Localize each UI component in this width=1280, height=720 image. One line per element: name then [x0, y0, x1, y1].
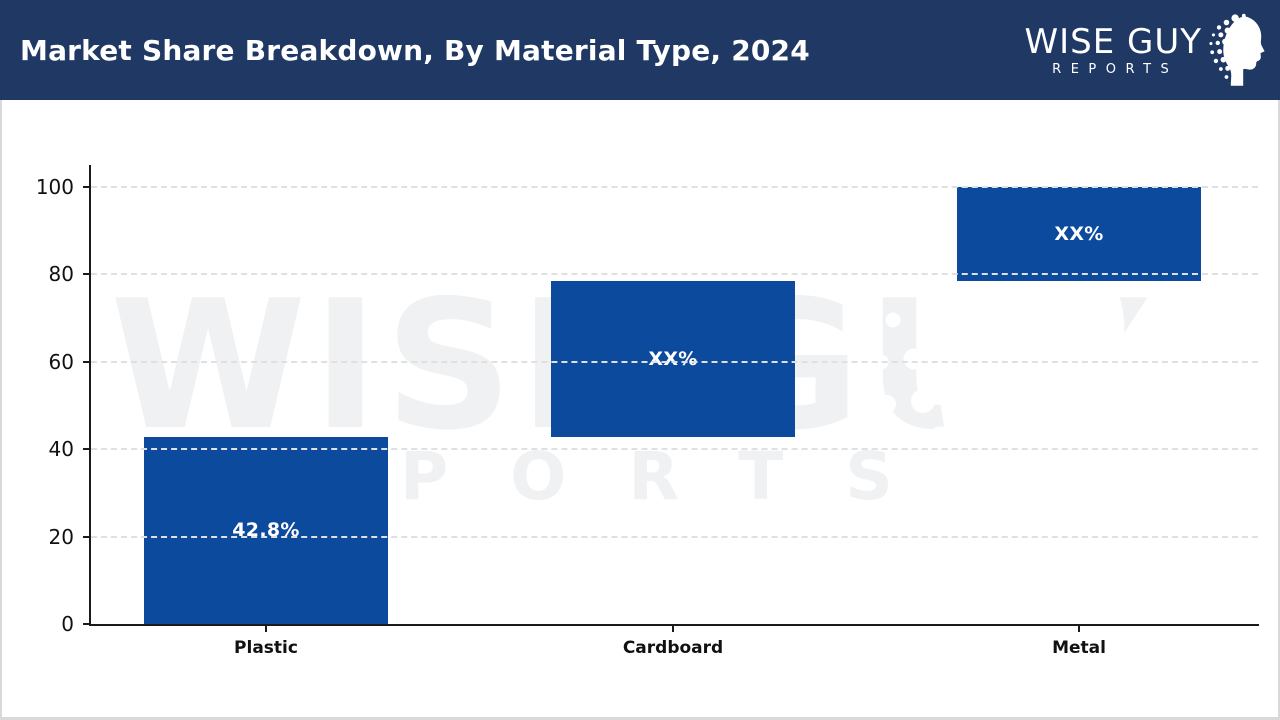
header: Market Share Breakdown, By Material Type…: [0, 0, 1280, 100]
bar-metal: XX%: [957, 186, 1201, 281]
bar-value-label: XX%: [648, 347, 698, 370]
y-tick-mark: [83, 360, 90, 363]
y-tick-mark: [83, 535, 90, 538]
y-tick-mark: [83, 623, 90, 625]
y-tick-label: 0: [61, 612, 74, 636]
page-title: Market Share Breakdown, By Material Type…: [20, 33, 810, 67]
y-tick-label: 80: [48, 262, 74, 286]
x-tick-mark: [265, 626, 267, 632]
logo-face-icon: [1209, 13, 1265, 86]
gridline-80: [91, 273, 1258, 275]
y-tick-mark: [83, 185, 90, 188]
y-tick-label: 20: [48, 524, 74, 549]
wise-guy-logo: WISE GUY REPORTS: [1024, 8, 1268, 94]
bar-value-label: 42.8%: [232, 519, 300, 542]
gridline-60: [91, 360, 1258, 363]
y-tick-mark: [83, 273, 90, 275]
gridline-100: [91, 185, 1258, 188]
x-axis-line: [89, 624, 1259, 626]
gridline-20: [91, 535, 1258, 538]
bar-value-label: XX%: [1054, 222, 1104, 245]
logo-wordmark: WISE GUY: [1024, 21, 1202, 62]
category-label-plastic: Plastic: [234, 638, 298, 658]
logo-subtitle: REPORTS: [1052, 62, 1179, 78]
x-tick-mark: [1078, 626, 1080, 632]
bar-cardboard: XX%: [551, 280, 795, 437]
gridline-40: [91, 448, 1258, 450]
category-label-metal: Metal: [1052, 638, 1106, 658]
y-axis-line: [89, 165, 91, 625]
x-tick-mark: [672, 626, 674, 632]
logo-text: WISE GUY REPORTS: [1024, 21, 1202, 78]
bar-plastic: 42.8%: [144, 436, 388, 624]
category-label-cardboard: Cardboard: [622, 638, 724, 658]
y-tick-label: 40: [48, 437, 74, 461]
y-tick-label: 100: [35, 174, 74, 199]
y-tick-label: 60: [48, 349, 74, 374]
y-tick-mark: [83, 448, 90, 450]
